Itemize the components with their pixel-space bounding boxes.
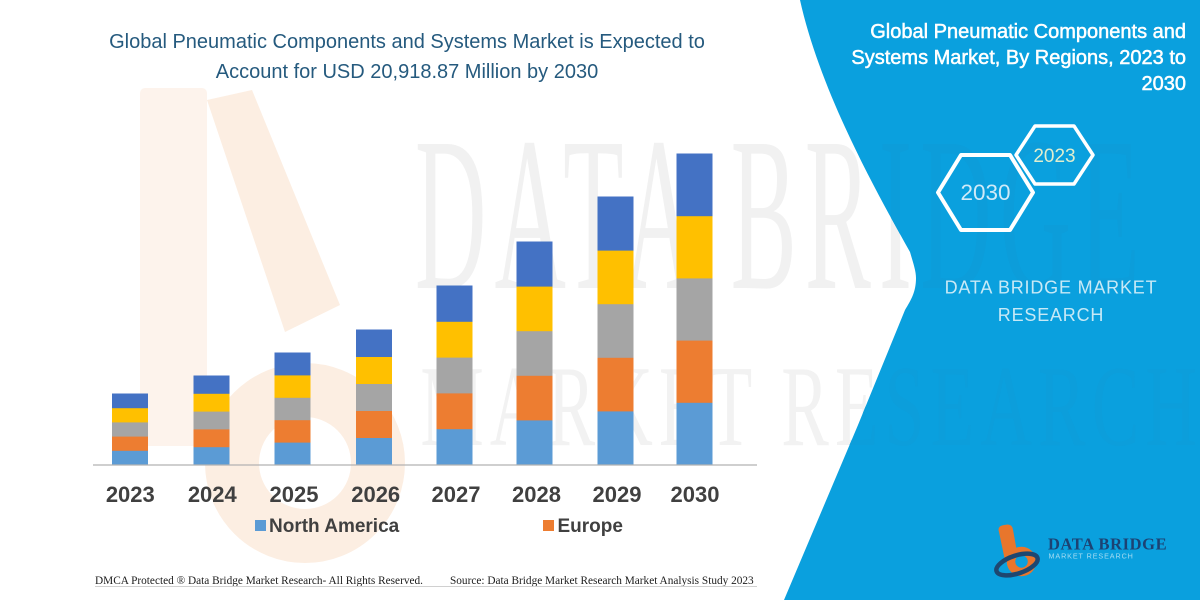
svg-text:2029: 2029 <box>593 482 642 507</box>
svg-text:Source: Data Bridge Market Res: Source: Data Bridge Market Research Mark… <box>450 575 754 587</box>
svg-text:DMCA Protected ® Data Bridge M: DMCA Protected ® Data Bridge Market Rese… <box>95 575 423 587</box>
svg-text:MARKET RESEARCH: MARKET RESEARCH <box>1049 552 1134 561</box>
svg-text:2023: 2023 <box>1033 146 1075 167</box>
svg-text:2030: 2030 <box>960 180 1010 205</box>
svg-text:RESEARCH: RESEARCH <box>998 305 1104 325</box>
svg-text:2025: 2025 <box>270 482 319 507</box>
svg-text:2024: 2024 <box>188 482 238 507</box>
svg-text:2030: 2030 <box>1142 73 1187 95</box>
svg-text:Global Pneumatic Components an: Global Pneumatic Components and <box>870 21 1186 43</box>
svg-text:Account for USD 20,918.87 Mill: Account for USD 20,918.87 Million by 203… <box>216 61 598 83</box>
svg-text:2028: 2028 <box>512 482 561 507</box>
svg-text:Global Pneumatic Components an: Global Pneumatic Components and Systems … <box>109 31 705 53</box>
svg-text:North America: North America <box>269 516 400 537</box>
svg-text:DATA BRIDGE: DATA BRIDGE <box>1048 535 1167 554</box>
svg-text:DATA BRIDGE MARKET: DATA BRIDGE MARKET <box>945 278 1158 298</box>
svg-text:2026: 2026 <box>351 482 400 507</box>
svg-text:Systems Market, By Regions, 20: Systems Market, By Regions, 2023 to <box>851 47 1186 69</box>
svg-text:2023: 2023 <box>106 482 155 507</box>
svg-text:2030: 2030 <box>671 482 720 507</box>
svg-text:Europe: Europe <box>558 516 623 537</box>
svg-text:2027: 2027 <box>432 482 481 507</box>
